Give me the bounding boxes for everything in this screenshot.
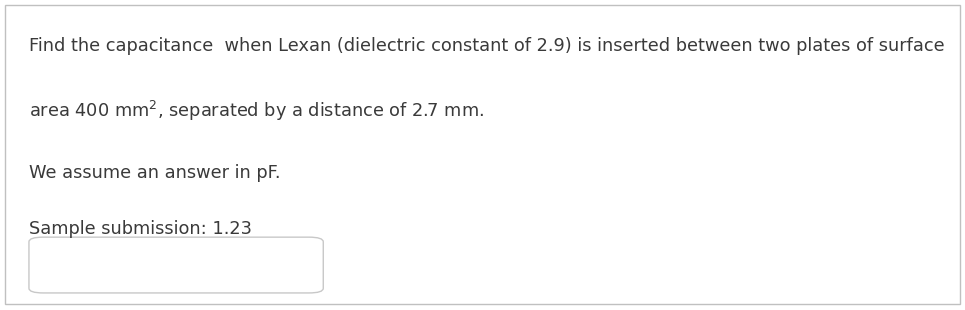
- Text: Find the capacitance  when Lexan (dielectric constant of 2.9) is inserted betwee: Find the capacitance when Lexan (dielect…: [29, 37, 945, 55]
- FancyBboxPatch shape: [29, 237, 323, 293]
- Text: Sample submission: 1.23: Sample submission: 1.23: [29, 220, 252, 238]
- Text: We assume an answer in pF.: We assume an answer in pF.: [29, 164, 281, 182]
- Text: area 400 mm$^2$, separated by a distance of 2.7 mm.: area 400 mm$^2$, separated by a distance…: [29, 99, 484, 123]
